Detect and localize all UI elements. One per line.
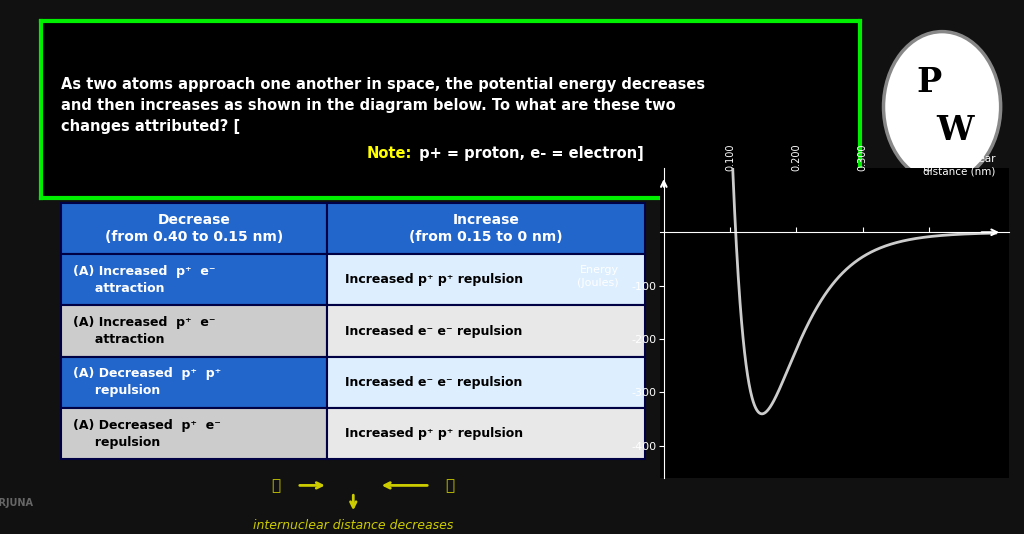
FancyBboxPatch shape	[327, 357, 645, 408]
Text: Increased p⁺ p⁺ repulsion: Increased p⁺ p⁺ repulsion	[344, 273, 522, 286]
FancyBboxPatch shape	[327, 254, 645, 305]
Circle shape	[884, 32, 1000, 182]
Text: Energy
(Joules): Energy (Joules)	[578, 265, 618, 288]
FancyBboxPatch shape	[327, 203, 645, 254]
FancyBboxPatch shape	[61, 305, 327, 357]
Text: Increased e⁻ e⁻ repulsion: Increased e⁻ e⁻ repulsion	[344, 376, 522, 389]
Text: (A) Decreased  p⁺  p⁺
     repulsion: (A) Decreased p⁺ p⁺ repulsion	[73, 367, 221, 397]
Text: Internuclear
distance (nm): Internuclear distance (nm)	[923, 154, 995, 176]
Text: Increase
(from 0.15 to 0 nm): Increase (from 0.15 to 0 nm)	[410, 213, 563, 244]
Text: Increased p⁺ p⁺ repulsion: Increased p⁺ p⁺ repulsion	[344, 427, 522, 440]
Text: (A) Increased  p⁺  e⁻
     attraction: (A) Increased p⁺ e⁻ attraction	[73, 316, 216, 346]
Text: (A) Decreased  p⁺  e⁻
     repulsion: (A) Decreased p⁺ e⁻ repulsion	[73, 419, 221, 449]
Text: P: P	[916, 66, 941, 99]
Text: (A) Increased  p⁺  e⁻
     attraction: (A) Increased p⁺ e⁻ attraction	[73, 265, 216, 295]
FancyBboxPatch shape	[61, 254, 327, 305]
Text: As two atoms approach one another in space, the potential energy decreases
and t: As two atoms approach one another in spa…	[61, 77, 706, 135]
Text: Ⓐ: Ⓐ	[271, 478, 281, 493]
FancyBboxPatch shape	[61, 357, 327, 408]
Text: internuclear distance decreases: internuclear distance decreases	[253, 519, 454, 532]
Text: W: W	[937, 114, 974, 147]
FancyBboxPatch shape	[61, 203, 327, 254]
Text: Increased e⁻ e⁻ repulsion: Increased e⁻ e⁻ repulsion	[344, 325, 522, 337]
Text: Note:: Note:	[367, 146, 412, 161]
FancyBboxPatch shape	[327, 305, 645, 357]
FancyBboxPatch shape	[61, 408, 327, 459]
Text: ARJUNA: ARJUNA	[0, 498, 35, 508]
Text: p+ = proton, e- = electron]: p+ = proton, e- = electron]	[414, 146, 643, 161]
FancyBboxPatch shape	[327, 408, 645, 459]
Text: Decrease
(from 0.40 to 0.15 nm): Decrease (from 0.40 to 0.15 nm)	[105, 213, 284, 244]
Text: Ⓑ: Ⓑ	[445, 478, 455, 493]
